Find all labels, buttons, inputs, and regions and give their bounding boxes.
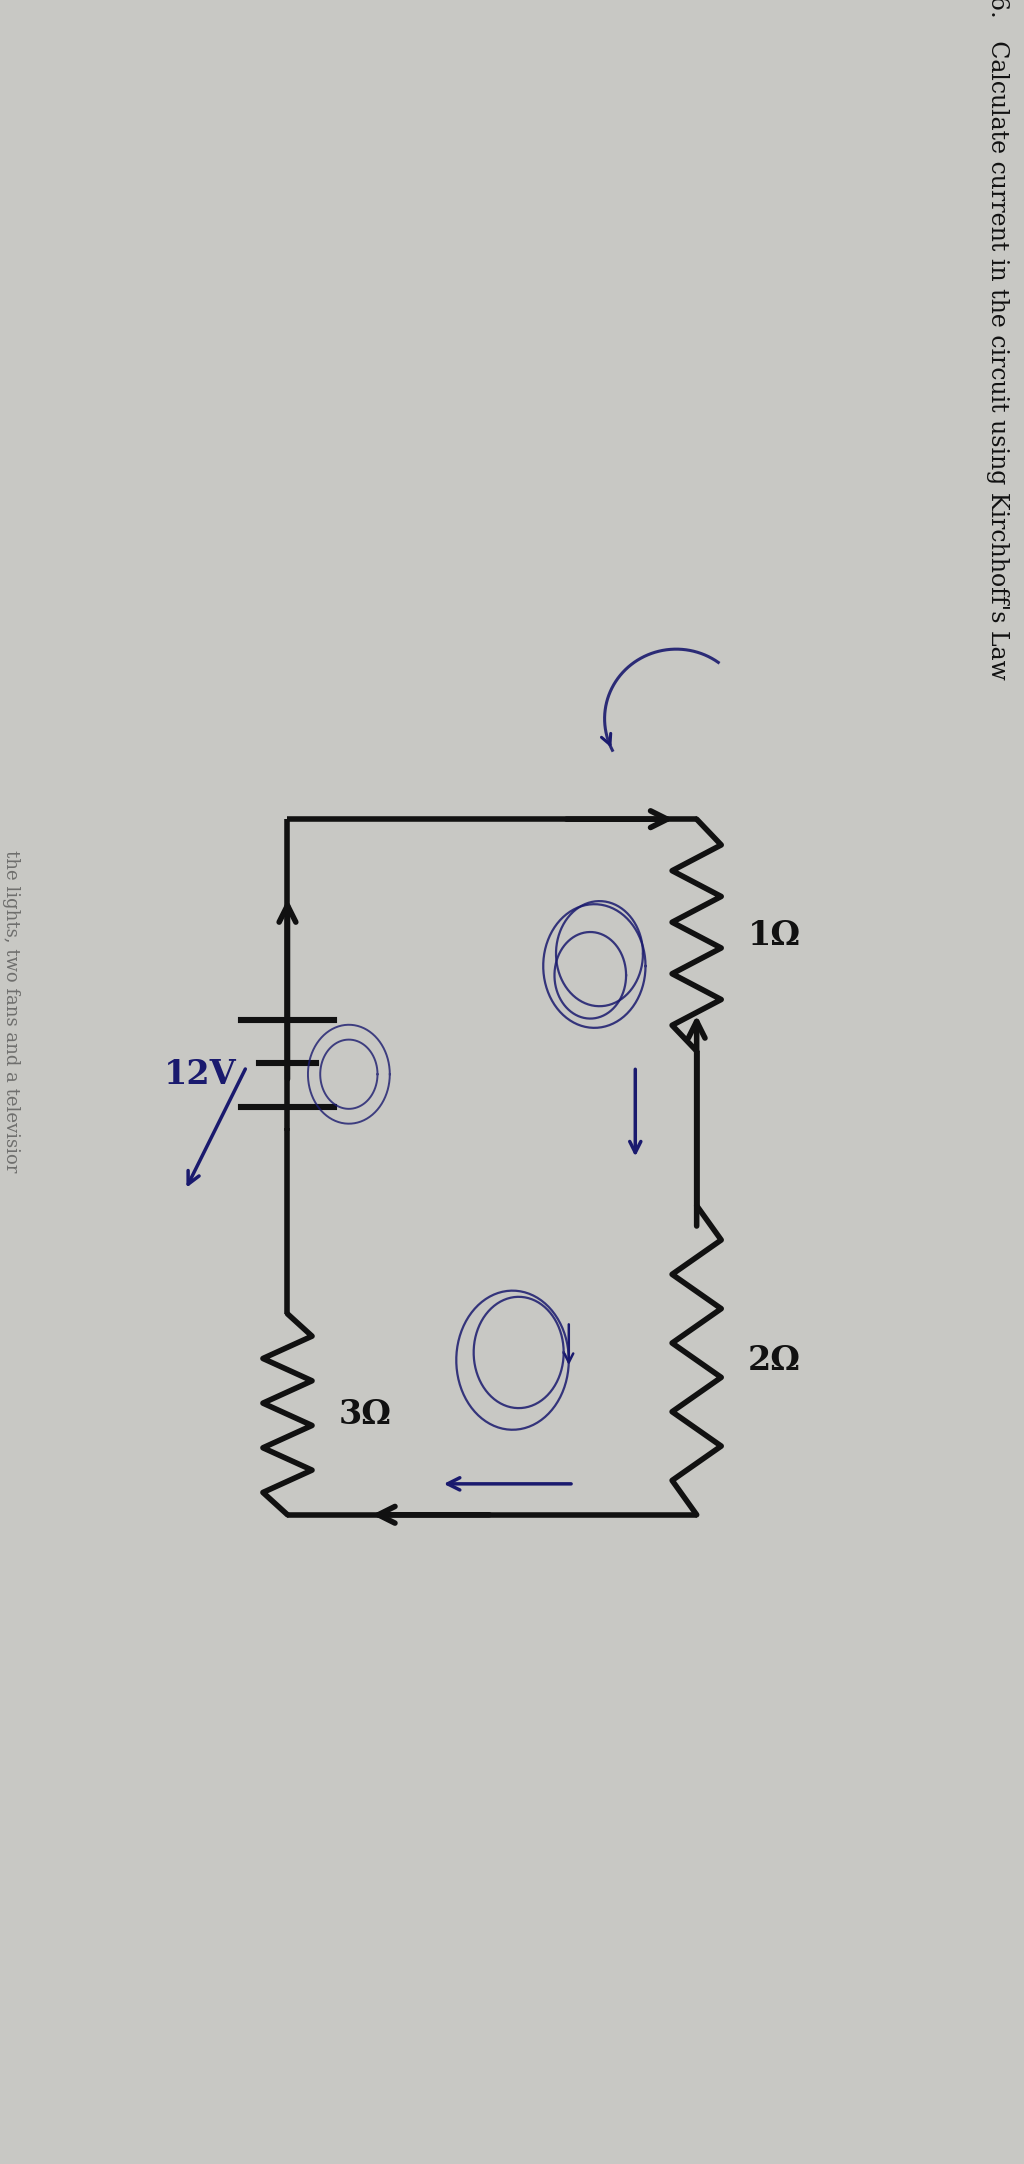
Text: the lights, two fans and a televisior: the lights, two fans and a televisior [2,850,20,1173]
Text: 1Ω: 1Ω [748,918,801,952]
Text: 3Ω: 3Ω [339,1398,391,1430]
Text: 12V: 12V [164,1058,237,1091]
Text: 6.   Calculate current in the circuit using Kirchhoff's Law: 6. Calculate current in the circuit usin… [986,0,1009,679]
Text: 2Ω: 2Ω [748,1344,801,1376]
